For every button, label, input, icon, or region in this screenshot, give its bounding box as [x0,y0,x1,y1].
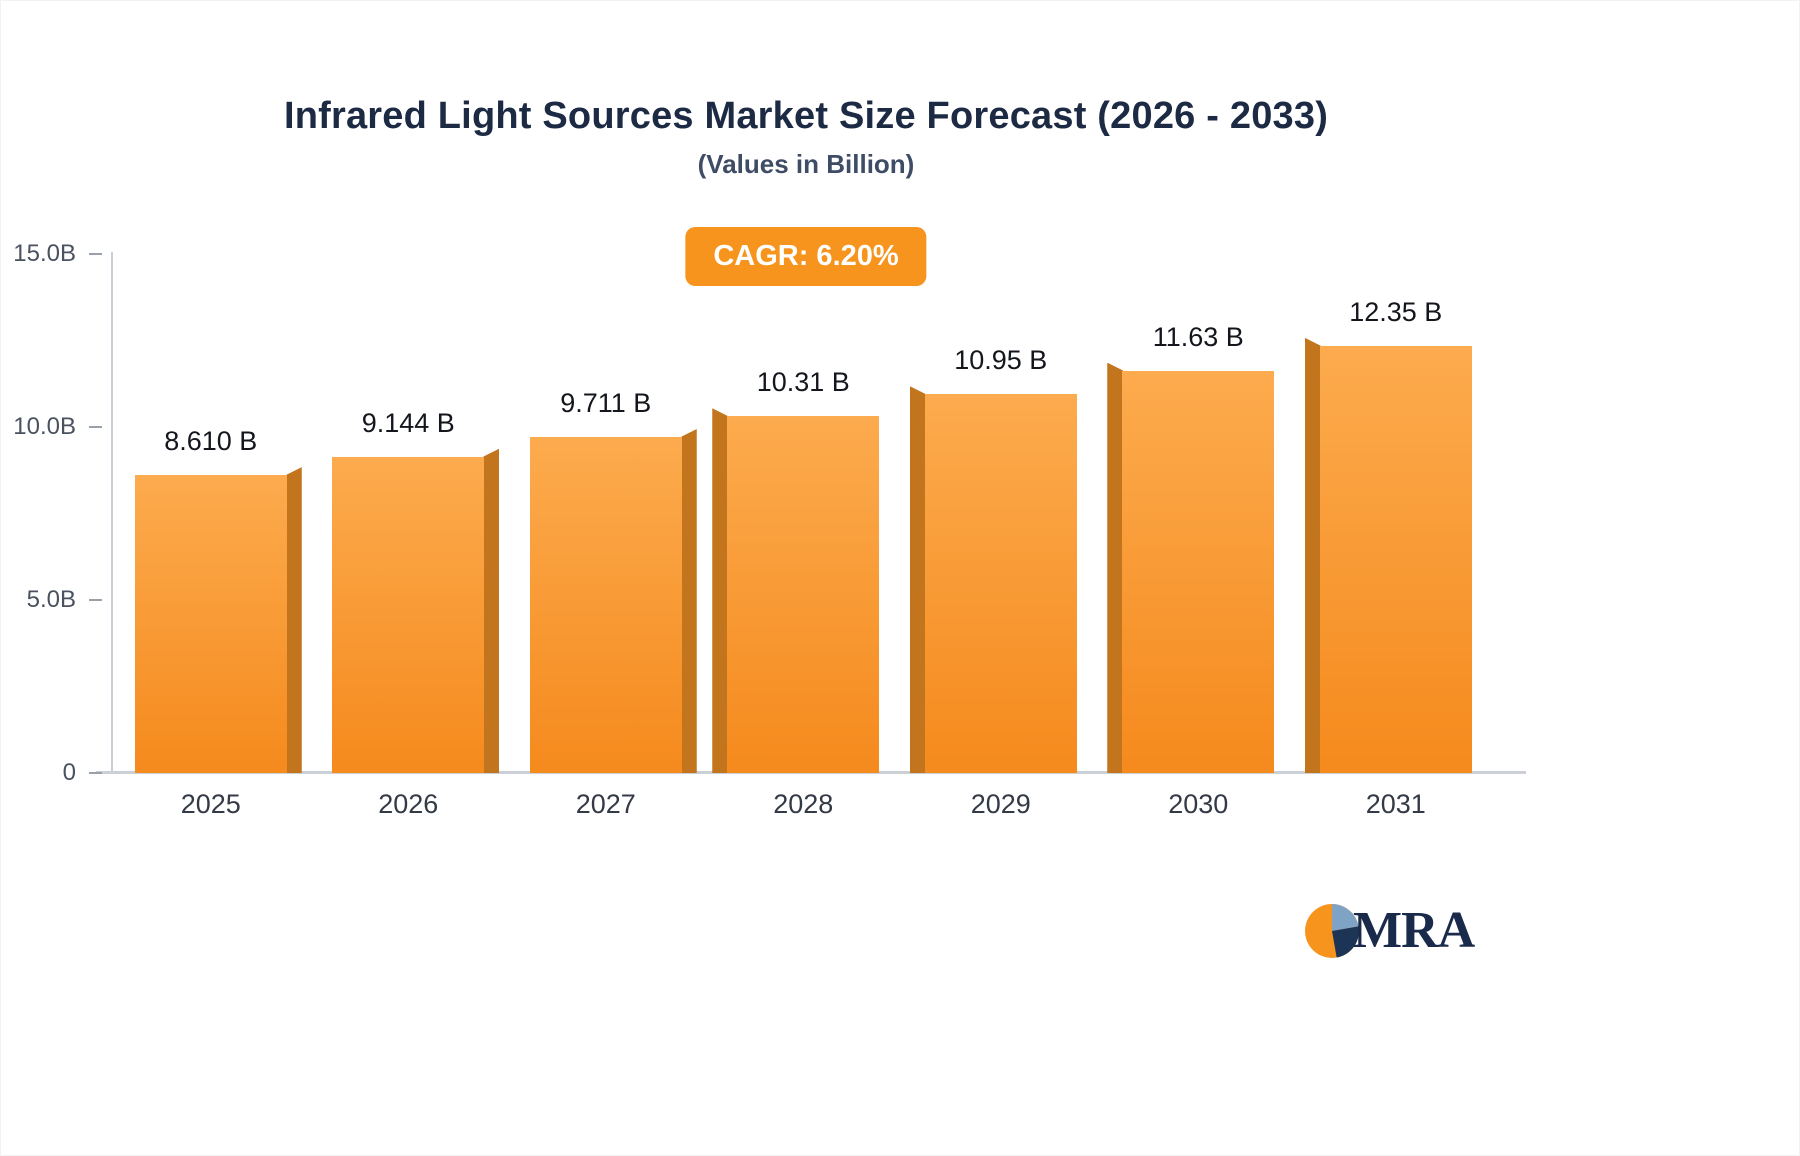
bar-side-face [483,448,500,773]
bar-group-2028: 10.31 B 2028 [705,254,903,819]
bar-front-face [332,456,485,773]
bar-side-face [712,408,729,773]
y-axis-tick-label: 0 [62,759,76,786]
bar-front-face [134,475,287,773]
x-axis-category-label: 2027 [575,789,636,819]
bar-value-label: 12.35 B [1349,296,1443,327]
logo-text: MRA [1353,902,1475,959]
bar-group-2025: 8.610 B 2025 [112,254,310,819]
bar-value-label: 11.63 B [1152,321,1244,352]
y-axis-tick-mark [89,426,102,428]
bar-front-face [1122,370,1275,773]
y-axis-tick-label: 5.0B [26,586,76,613]
bar-side-face [909,386,926,773]
bar-group-2031: 12.35 B 2031 [1297,254,1495,819]
bar-front-face [727,416,880,773]
y-axis-tick-mark [89,772,102,774]
bar-group-2029: 10.95 B 2029 [902,254,1100,819]
y-axis-tick-label: 15.0B [13,240,76,267]
bar-front-face [924,394,1077,773]
bar-value-label: 8.610 B [164,426,258,457]
y-axis-tick-mark [89,253,102,255]
bar-side-face [1304,337,1321,773]
bar-side-face [1107,362,1124,773]
x-axis-category-label: 2025 [180,789,241,819]
cagr-badge: CAGR: 6.20% [685,227,927,286]
chart-subtitle: (Values in Billion) [697,149,915,179]
y-axis-tick-mark [89,599,102,601]
bar-front-face [529,437,682,773]
bar-value-label: 10.95 B [954,345,1048,376]
x-axis-category-label: 2029 [970,789,1031,819]
bar-side-face [285,467,302,773]
x-axis-category-label: 2030 [1168,789,1229,819]
x-axis-category-label: 2026 [378,789,439,819]
bar-group-2030: 11.63 B 2030 [1100,254,1298,819]
bar-value-label: 9.711 B [560,388,652,418]
bar-group-2027: 9.711 B 2027 [507,254,705,819]
bar-side-face [680,429,697,773]
x-axis-category-label: 2031 [1365,789,1426,819]
bar-front-face [1319,345,1472,773]
bar-series: 8.610 B 2025 9.144 B 2026 9.711 B 2027 10.31 B… [112,254,1495,819]
bar-group-2026: 9.144 B 2026 [310,254,508,819]
bar-value-label: 10.31 B [756,367,850,398]
bar-value-label: 9.144 B [361,407,455,438]
y-axis-line [111,252,113,773]
logo-pie-icon [1305,903,1359,958]
chart-title: Infrared Light Sources Market Size Forec… [283,95,1329,137]
x-axis-category-label: 2028 [773,789,834,819]
mra-logo: MRA [1304,901,1475,960]
y-axis-tick-label: 10.0B [13,413,76,440]
